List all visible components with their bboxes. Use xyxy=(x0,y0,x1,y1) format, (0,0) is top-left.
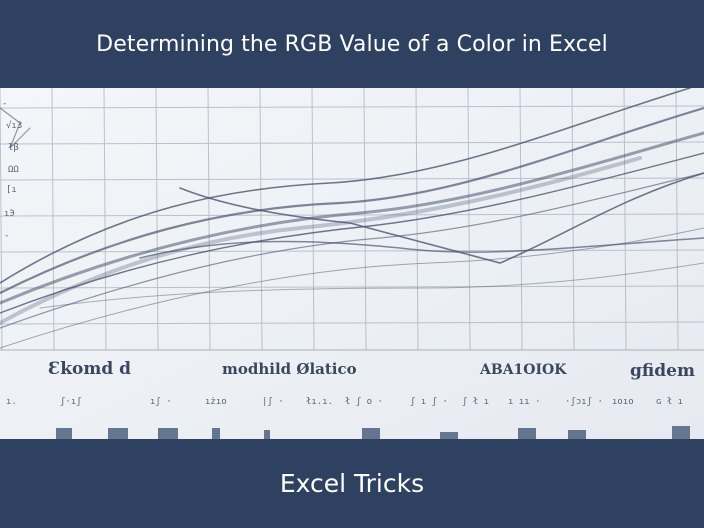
svg-text:ı.: ı. xyxy=(6,397,17,407)
grid-line-vertical xyxy=(259,88,263,351)
grid-line-vertical xyxy=(103,88,107,351)
scribble-label-4: gfidem xyxy=(630,361,695,381)
sketch-grid xyxy=(0,88,704,351)
left-scribble-ticks: - √ıЗ łβ ΩΩ [ı ıЭ - xyxy=(2,99,22,241)
grid-line-vertical xyxy=(571,88,575,351)
grid-line-vertical xyxy=(363,88,367,351)
svg-text:ʃ ł ı: ʃ ł ı xyxy=(462,397,489,407)
svg-text:-: - xyxy=(2,99,7,109)
caption-text: Excel Tricks xyxy=(279,469,425,498)
svg-text:ı ıı ·: ı ıı · xyxy=(508,397,541,407)
grid-line-vertical xyxy=(623,88,627,351)
grid-line-vertical xyxy=(155,88,159,351)
svg-text:ıoıo: ıoıo xyxy=(612,397,634,407)
grid-line-vertical xyxy=(675,88,679,351)
caption-banner: Excel Tricks xyxy=(0,439,704,528)
grid-line-horizontal xyxy=(0,141,704,145)
grid-line-vertical xyxy=(519,88,523,351)
grid-line-horizontal xyxy=(0,177,704,181)
svg-text:ıżıo: ıżıo xyxy=(205,397,227,407)
svg-text:łı.ı.: łı.ı. xyxy=(306,397,333,407)
grid-line-vertical xyxy=(51,88,55,351)
bottom-blocks xyxy=(56,426,690,439)
grid-line-horizontal xyxy=(0,105,704,109)
sketch-lines xyxy=(0,88,704,349)
svg-text:-: - xyxy=(4,231,9,241)
sketch-svg: - √ıЗ łβ ΩΩ [ı ıЭ - Ɛkomd d modhild Ølat… xyxy=(0,88,704,439)
svg-text:łβ: łβ xyxy=(8,143,19,153)
page-title: Determining the RGB Value of a Color in … xyxy=(96,31,608,57)
grid-line-vertical xyxy=(467,88,471,351)
scribble-label-3: ABA1OIOK xyxy=(479,362,567,378)
svg-text:ʃ ı ʃ ·: ʃ ı ʃ · xyxy=(410,397,448,407)
grid-line-horizontal xyxy=(0,249,704,253)
grid-line-vertical xyxy=(0,88,3,351)
svg-text:ıʃ ·: ıʃ · xyxy=(150,397,172,407)
grid-line-horizontal xyxy=(0,321,704,325)
title-banner: Determining the RGB Value of a Color in … xyxy=(0,0,704,88)
scribble-label-2: modhild Ølatico xyxy=(222,360,357,378)
scribble-label-1: Ɛkomd d xyxy=(48,359,131,379)
scribble-tick-row: ı. ʃ·ıʃ ıʃ · ıżıo |ʃ · łı.ı. ł ʃ o · ʃ ı… xyxy=(6,397,683,407)
svg-text:ıЭ: ıЭ xyxy=(4,209,15,219)
svg-text:[ı: [ı xyxy=(6,185,17,195)
svg-text:√ıЗ: √ıЗ xyxy=(6,120,22,131)
svg-text:ł ʃ o ·: ł ʃ o · xyxy=(345,397,383,407)
svg-text:ʃ·ıʃ: ʃ·ıʃ xyxy=(60,397,82,407)
svg-text:·ʃɔıʃ ·: ·ʃɔıʃ · xyxy=(565,397,603,407)
svg-text:|ʃ ·: |ʃ · xyxy=(262,397,284,407)
chart-sketch-illustration: - √ıЗ łβ ΩΩ [ı ıЭ - Ɛkomd d modhild Ølat… xyxy=(0,88,704,439)
grid-line-horizontal xyxy=(0,285,704,289)
svg-text:ΩΩ: ΩΩ xyxy=(8,165,19,175)
svg-text:ɢ ł ı: ɢ ł ı xyxy=(656,397,683,407)
